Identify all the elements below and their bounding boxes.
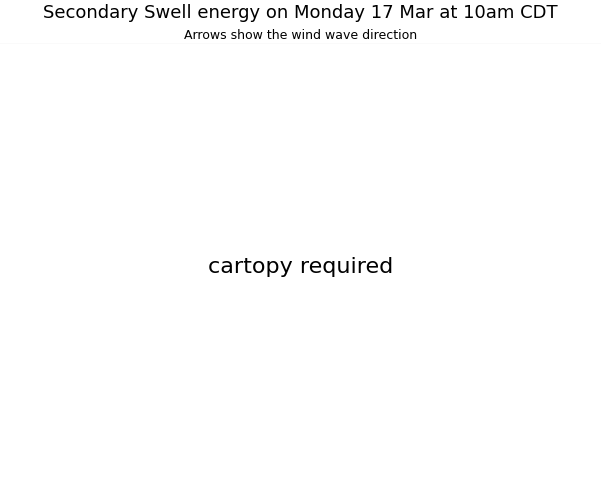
Text: Arrows show the wind wave direction: Arrows show the wind wave direction	[184, 29, 417, 42]
Text: Secondary Swell energy on Monday 17 Mar at 10am CDT: Secondary Swell energy on Monday 17 Mar …	[43, 4, 558, 22]
Text: cartopy required: cartopy required	[208, 257, 393, 276]
